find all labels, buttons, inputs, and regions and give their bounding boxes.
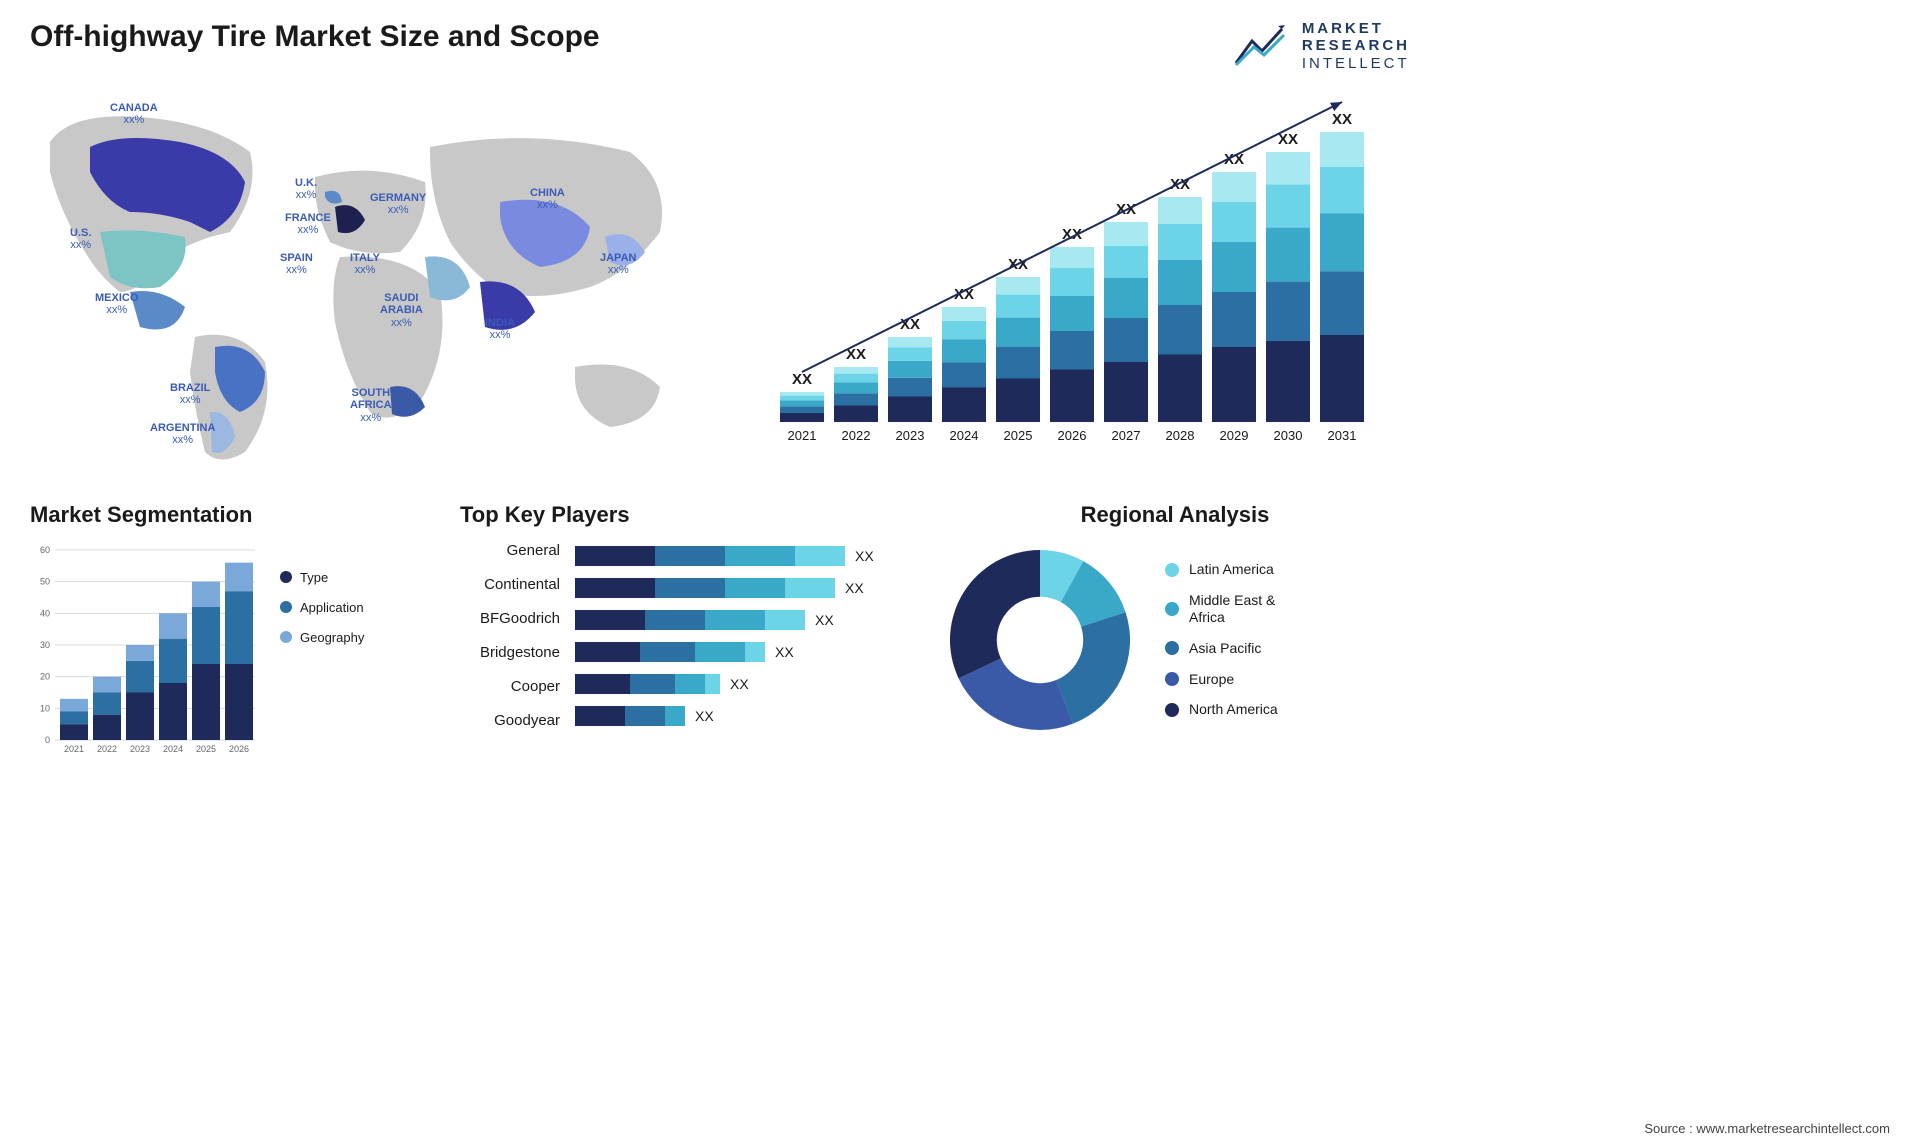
logo-line3: INTELLECT [1302, 55, 1410, 72]
map-label: JAPANxx% [600, 252, 636, 277]
svg-text:XX: XX [792, 371, 812, 388]
svg-text:2023: 2023 [130, 744, 150, 754]
growth-chart-svg: XX2021XX2022XX2023XX2024XX2025XX2026XX20… [750, 92, 1410, 452]
players-panel: Top Key Players General Continental BFGood… [460, 502, 910, 760]
player-value: XX [855, 548, 874, 564]
map-label: SPAINxx% [280, 252, 313, 277]
players-bars: XX XX XX XX XX XX [575, 545, 910, 727]
svg-text:2021: 2021 [64, 744, 84, 754]
regional-donut [940, 540, 1140, 740]
growth-chart: XX2021XX2022XX2023XX2024XX2025XX2026XX20… [750, 92, 1410, 472]
lower-row: Market Segmentation 0 10 20 30 40 50 60 2021 202… [30, 502, 1410, 760]
regional-panel: Regional Analysis Latin America Middle Ea… [940, 502, 1410, 760]
map-label: U.K.xx% [295, 177, 317, 202]
svg-text:2021: 2021 [788, 428, 817, 443]
player-value: XX [775, 644, 794, 660]
map-label: ARGENTINAxx% [150, 422, 215, 447]
regional-title: Regional Analysis [940, 502, 1410, 528]
regional-legend-item: Europe [1165, 671, 1278, 688]
map-label: SAUDIARABIAxx% [380, 292, 423, 330]
segmentation-panel: Market Segmentation 0 10 20 30 40 50 60 2021 202… [30, 502, 430, 760]
svg-text:2024: 2024 [950, 428, 979, 443]
logo-line2: RESEARCH [1302, 37, 1410, 54]
header: Off-highway Tire Market Size and Scope M… [30, 20, 1410, 72]
map-label: GERMANYxx% [370, 192, 426, 217]
svg-text:40: 40 [40, 608, 50, 618]
regional-legend-item: Latin America [1165, 561, 1278, 578]
player-label: Bridgestone [460, 642, 560, 664]
map-label: CANADAxx% [110, 102, 158, 127]
player-row: XX [575, 673, 910, 695]
logo-line1: MARKET [1302, 20, 1410, 37]
svg-text:2026: 2026 [229, 744, 249, 754]
segmentation-legend-item: Application [280, 600, 364, 615]
svg-text:0: 0 [45, 735, 50, 745]
regional-legend-item: Asia Pacific [1165, 640, 1278, 657]
player-row: XX [575, 641, 910, 663]
map-label: U.S.xx% [70, 227, 91, 252]
player-label: BFGoodrich [460, 608, 560, 630]
players-labels: General Continental BFGoodrich Bridgestone C… [460, 540, 560, 732]
svg-text:10: 10 [40, 703, 50, 713]
svg-text:2023: 2023 [896, 428, 925, 443]
svg-text:2025: 2025 [196, 744, 216, 754]
svg-text:20: 20 [40, 671, 50, 681]
logo-icon [1234, 25, 1292, 67]
player-row: XX [575, 577, 910, 599]
player-label: General [460, 540, 560, 562]
regional-legend: Latin America Middle East &Africa Asia Pac… [1165, 561, 1278, 718]
svg-text:2029: 2029 [1220, 428, 1249, 443]
svg-text:2025: 2025 [1004, 428, 1033, 443]
svg-text:2026: 2026 [1058, 428, 1087, 443]
player-row: XX [575, 705, 910, 727]
map-label: ITALYxx% [350, 252, 380, 277]
segmentation-legend-item: Type [280, 570, 364, 585]
player-label: Goodyear [460, 710, 560, 732]
players-title: Top Key Players [460, 502, 910, 528]
segmentation-legend-item: Geography [280, 630, 364, 645]
svg-text:50: 50 [40, 576, 50, 586]
segmentation-title: Market Segmentation [30, 502, 430, 528]
svg-text:2022: 2022 [97, 744, 117, 754]
page-title: Off-highway Tire Market Size and Scope [30, 20, 600, 54]
brand-logo: MARKET RESEARCH INTELLECT [1234, 20, 1410, 72]
map-label: MEXICOxx% [95, 292, 138, 317]
map-label: SOUTHAFRICAxx% [350, 387, 392, 425]
regional-legend-item: Middle East &Africa [1165, 592, 1278, 626]
player-value: XX [845, 580, 864, 596]
svg-text:2022: 2022 [842, 428, 871, 443]
player-value: XX [730, 676, 749, 692]
map-label: INDIAxx% [485, 317, 515, 342]
svg-text:30: 30 [40, 640, 50, 650]
svg-text:60: 60 [40, 545, 50, 555]
player-row: XX [575, 609, 910, 631]
player-label: Cooper [460, 676, 560, 698]
svg-text:2027: 2027 [1112, 428, 1141, 443]
upper-row: CANADAxx% U.S.xx% MEXICOxx% BRAZILxx% ARGENT… [30, 92, 1410, 472]
map-label: BRAZILxx% [170, 382, 210, 407]
player-row: XX [575, 545, 910, 567]
svg-text:2031: 2031 [1328, 428, 1357, 443]
player-value: XX [815, 612, 834, 628]
svg-text:2024: 2024 [163, 744, 183, 754]
world-map: CANADAxx% U.S.xx% MEXICOxx% BRAZILxx% ARGENT… [30, 92, 710, 472]
regional-legend-item: North America [1165, 701, 1278, 718]
svg-text:2028: 2028 [1166, 428, 1195, 443]
map-label: CHINAxx% [530, 187, 565, 212]
svg-text:XX: XX [1332, 111, 1352, 128]
player-label: Continental [460, 574, 560, 596]
segmentation-legend: Type Application Geography [280, 540, 364, 760]
player-value: XX [695, 708, 714, 724]
svg-text:2030: 2030 [1274, 428, 1303, 443]
segmentation-chart: 0 10 20 30 40 50 60 2021 2022 2023 2024 2025 2026 [30, 540, 260, 760]
source-text: Source : www.marketresearchintellect.com [1644, 1121, 1890, 1136]
map-label: FRANCExx% [285, 212, 331, 237]
